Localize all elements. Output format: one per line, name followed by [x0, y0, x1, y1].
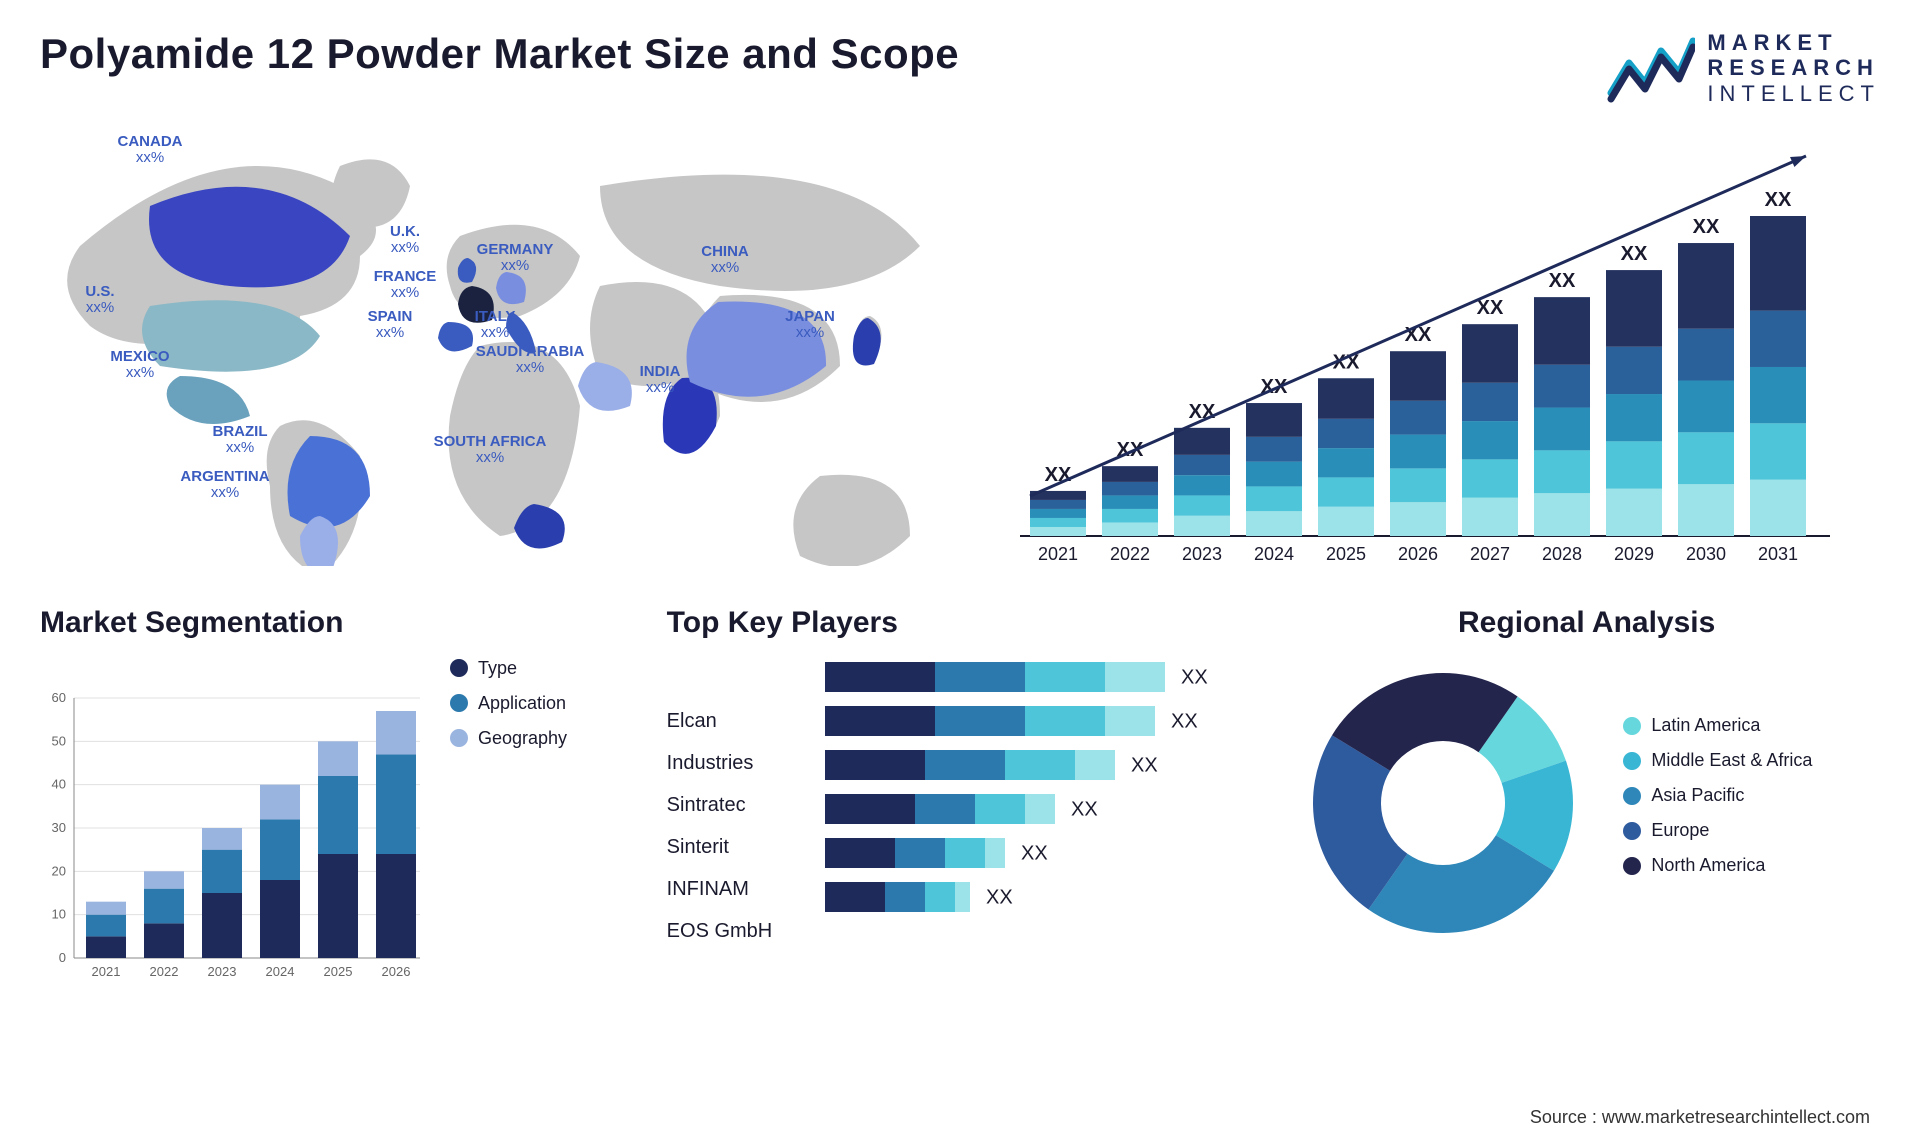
svg-text:XX: XX [1765, 189, 1792, 211]
svg-text:2031: 2031 [1758, 544, 1798, 564]
players-title: Top Key Players [667, 606, 1254, 640]
svg-text:2030: 2030 [1686, 544, 1726, 564]
svg-text:2022: 2022 [150, 964, 179, 978]
svg-text:XX: XX [1021, 842, 1048, 864]
world-map: CANADAxx% U.S.xx% MEXICOxx% BRAZILxx% ARGENT… [40, 126, 960, 566]
legend-label: Europe [1651, 820, 1709, 841]
svg-text:2023: 2023 [208, 964, 237, 978]
svg-text:XX: XX [1405, 324, 1432, 346]
legend-swatch [1623, 752, 1641, 770]
legend-label: Asia Pacific [1651, 785, 1744, 806]
svg-text:20: 20 [52, 863, 66, 878]
legend-swatch [1623, 787, 1641, 805]
legend-item: North America [1623, 855, 1812, 876]
svg-text:ITALYxx%: ITALYxx% [475, 308, 516, 341]
legend-item: Middle East & Africa [1623, 750, 1812, 771]
svg-text:BRAZILxx%: BRAZILxx% [213, 423, 268, 456]
svg-text:2025: 2025 [1326, 544, 1366, 564]
players-list: Elcan IndustriesSintratecSinteritINFINAM… [667, 658, 805, 952]
svg-text:2028: 2028 [1542, 544, 1582, 564]
svg-text:XX: XX [1549, 270, 1576, 292]
svg-text:40: 40 [52, 777, 66, 792]
svg-text:XX: XX [1181, 666, 1208, 688]
segmentation-chart: 0 10 20 30 40 50 60 2021 2022 2023 2024 2025 2026 [40, 658, 420, 978]
svg-text:XX: XX [1171, 710, 1198, 732]
regional-panel: Regional Analysis Latin America Middle Ea… [1293, 606, 1880, 978]
svg-text:0: 0 [59, 950, 66, 965]
player-name: Sinterit [667, 826, 805, 868]
player-name: Sintratec [667, 784, 805, 826]
world-map-panel: CANADAxx% U.S.xx% MEXICOxx% BRAZILxx% ARGENT… [40, 126, 960, 566]
svg-text:XX: XX [1693, 216, 1720, 238]
players-chart: XX XX XX XX XX XX [825, 658, 1253, 948]
svg-text:50: 50 [52, 733, 66, 748]
regional-legend: Latin America Middle East & Africa Asia Pa… [1623, 715, 1812, 890]
segmentation-title: Market Segmentation [40, 606, 627, 640]
legend-item: Geography [450, 728, 567, 749]
svg-text:XX: XX [986, 886, 1013, 908]
legend-swatch [450, 659, 468, 677]
legend-swatch [1623, 717, 1641, 735]
player-name: EOS GmbH [667, 910, 805, 952]
legend-label: Middle East & Africa [1651, 750, 1812, 771]
legend-label: Type [478, 658, 517, 679]
forecast-svg: XX2021XX2022XX2023XX2024XX2025XX2026XX20… [1000, 126, 1840, 566]
svg-text:XX: XX [1071, 798, 1098, 820]
page-title: Polyamide 12 Powder Market Size and Scop… [40, 30, 959, 78]
header: Polyamide 12 Powder Market Size and Scop… [40, 30, 1880, 106]
players-panel: Top Key Players Elcan IndustriesSintrate… [667, 606, 1254, 978]
svg-text:2029: 2029 [1614, 544, 1654, 564]
legend-item: Application [450, 693, 567, 714]
legend-swatch [1623, 857, 1641, 875]
legend-item: Latin America [1623, 715, 1812, 736]
legend-label: Geography [478, 728, 567, 749]
svg-text:XX: XX [1621, 243, 1648, 265]
svg-text:2021: 2021 [92, 964, 121, 978]
logo-icon [1607, 33, 1695, 103]
svg-text:ARGENTINAxx%: ARGENTINAxx% [180, 468, 269, 501]
segmentation-legend: Type Application Geography [450, 658, 567, 763]
regional-title: Regional Analysis [1293, 606, 1880, 640]
top-row: CANADAxx% U.S.xx% MEXICOxx% BRAZILxx% ARGENT… [40, 126, 1880, 566]
legend-label: Latin America [1651, 715, 1760, 736]
svg-text:U.S.xx%: U.S.xx% [85, 283, 114, 316]
bottom-row: Market Segmentation 0 10 20 30 40 50 60 2021 202… [40, 606, 1880, 978]
svg-text:10: 10 [52, 907, 66, 922]
svg-text:2024: 2024 [1254, 544, 1294, 564]
svg-text:2022: 2022 [1110, 544, 1150, 564]
svg-text:2025: 2025 [324, 964, 353, 978]
svg-text:2026: 2026 [382, 964, 411, 978]
segmentation-panel: Market Segmentation 0 10 20 30 40 50 60 2021 202… [40, 606, 627, 978]
legend-label: Application [478, 693, 566, 714]
legend-item: Europe [1623, 820, 1812, 841]
regional-donut [1293, 658, 1593, 948]
forecast-chart: XX2021XX2022XX2023XX2024XX2025XX2026XX20… [1000, 126, 1880, 566]
legend-swatch [1623, 822, 1641, 840]
svg-text:MEXICOxx%: MEXICOxx% [110, 348, 170, 381]
source-text: Source : www.marketresearchintellect.com [1530, 1107, 1870, 1128]
svg-text:2021: 2021 [1038, 544, 1078, 564]
svg-text:2026: 2026 [1398, 544, 1438, 564]
svg-text:XX: XX [1477, 297, 1504, 319]
legend-label: North America [1651, 855, 1765, 876]
brand-logo: MARKET RESEARCH INTELLECT [1607, 30, 1880, 106]
svg-text:CANADAxx%: CANADAxx% [118, 133, 183, 166]
logo-text: MARKET RESEARCH INTELLECT [1707, 30, 1880, 106]
svg-text:FRANCExx%: FRANCExx% [374, 268, 437, 301]
svg-text:2023: 2023 [1182, 544, 1222, 564]
svg-text:2024: 2024 [266, 964, 295, 978]
legend-item: Type [450, 658, 567, 679]
svg-text:60: 60 [52, 690, 66, 705]
player-name: INFINAM [667, 868, 805, 910]
svg-text:2027: 2027 [1470, 544, 1510, 564]
legend-item: Asia Pacific [1623, 785, 1812, 806]
svg-text:SPAINxx%: SPAINxx% [368, 308, 413, 341]
legend-swatch [450, 694, 468, 712]
svg-text:U.K.xx%: U.K.xx% [390, 223, 420, 256]
legend-swatch [450, 729, 468, 747]
player-name: Elcan Industries [667, 700, 805, 784]
player-name [667, 658, 805, 700]
svg-text:XX: XX [1131, 754, 1158, 776]
svg-text:30: 30 [52, 820, 66, 835]
